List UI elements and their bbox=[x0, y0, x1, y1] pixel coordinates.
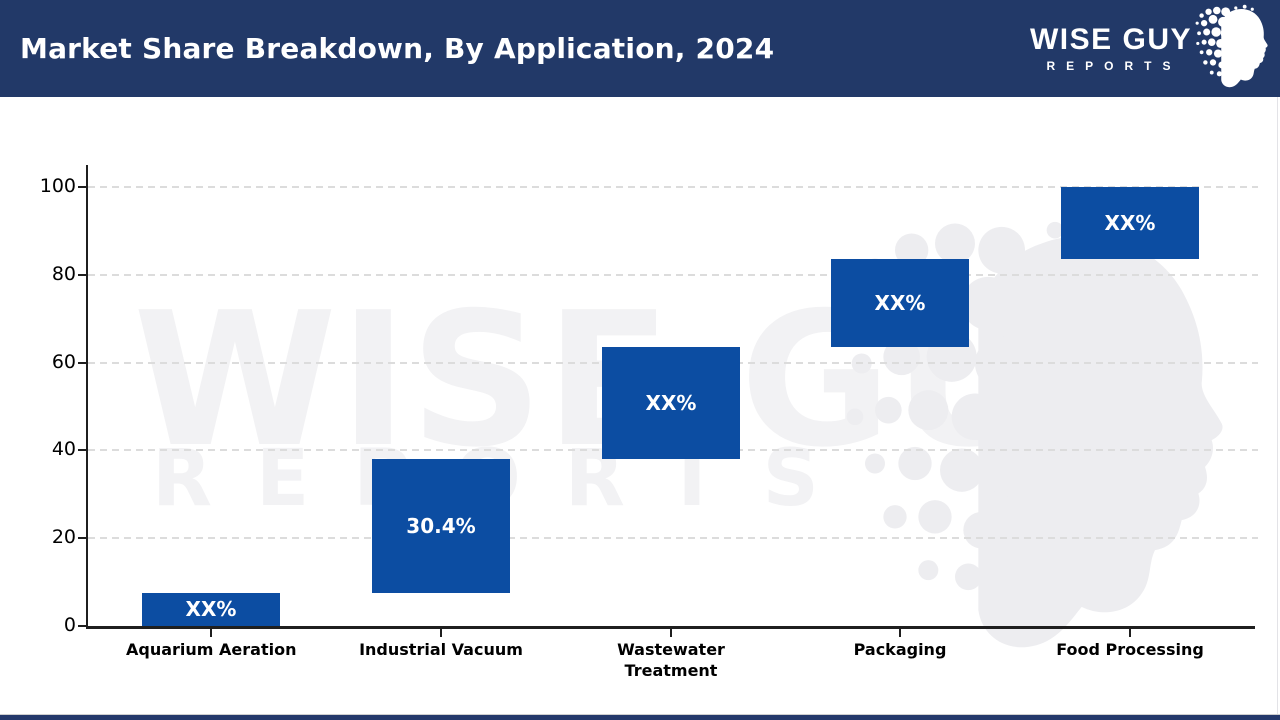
bar-value-label: XX% bbox=[185, 597, 237, 622]
bar-value-label: XX% bbox=[874, 291, 926, 316]
brand-subname: REPORTS bbox=[1046, 59, 1182, 73]
x-axis-tick bbox=[440, 629, 442, 637]
x-axis-tick bbox=[1129, 629, 1131, 637]
brand-name: WISE GUY bbox=[1029, 23, 1192, 56]
waterfall-bar-3: XX% bbox=[602, 347, 740, 460]
figure-right-border bbox=[1277, 97, 1278, 715]
brand-logo-text: WISE GUY REPORTS bbox=[1029, 23, 1192, 73]
dotted-head-icon bbox=[1195, 4, 1268, 88]
y-axis-tick bbox=[78, 186, 86, 188]
waterfall-bar-2: 30.4% bbox=[372, 459, 510, 593]
y-axis-tick-label: 100 bbox=[39, 175, 76, 197]
gridline bbox=[88, 186, 1258, 188]
gridline bbox=[88, 273, 1258, 276]
bar-value-label: XX% bbox=[1104, 211, 1156, 236]
bar-value-label: XX% bbox=[645, 391, 697, 416]
x-axis-tick bbox=[210, 629, 212, 637]
category-label: Wastewater Treatment bbox=[617, 640, 725, 680]
waterfall-bar-1: XX% bbox=[142, 592, 280, 626]
page-title: Market Share Breakdown, By Application, … bbox=[20, 32, 775, 65]
x-axis-tick bbox=[899, 629, 901, 637]
y-axis-tick-label: 0 bbox=[63, 614, 76, 636]
y-axis-tick-label: 60 bbox=[51, 350, 76, 373]
footer-bar bbox=[0, 714, 1280, 720]
y-axis-tick-label: 40 bbox=[51, 438, 76, 461]
waterfall-bar-4: XX% bbox=[831, 259, 969, 348]
y-axis bbox=[86, 165, 88, 628]
y-axis-tick bbox=[78, 361, 86, 364]
category-label: Industrial Vacuum bbox=[359, 640, 523, 659]
header-bar: Market Share Breakdown, By Application, … bbox=[0, 0, 1280, 97]
x-axis-tick bbox=[670, 629, 672, 637]
brand-logo: WISE GUY REPORTS bbox=[1030, 4, 1280, 93]
bar-value-label: 30.4% bbox=[406, 513, 476, 538]
waterfall-bar-5: XX% bbox=[1061, 187, 1199, 260]
category-label: Packaging bbox=[853, 640, 947, 659]
category-label: Aquarium Aeration bbox=[126, 640, 297, 659]
y-axis-tick-label: 20 bbox=[51, 526, 76, 549]
y-axis-tick-label: 80 bbox=[51, 262, 76, 285]
y-axis-tick bbox=[78, 625, 86, 627]
category-label: Food Processing bbox=[1056, 640, 1204, 659]
x-axis bbox=[86, 626, 1255, 629]
y-axis-tick bbox=[78, 537, 86, 540]
y-axis-tick bbox=[78, 449, 86, 452]
gridline bbox=[88, 537, 1258, 540]
y-axis-tick bbox=[78, 273, 86, 276]
